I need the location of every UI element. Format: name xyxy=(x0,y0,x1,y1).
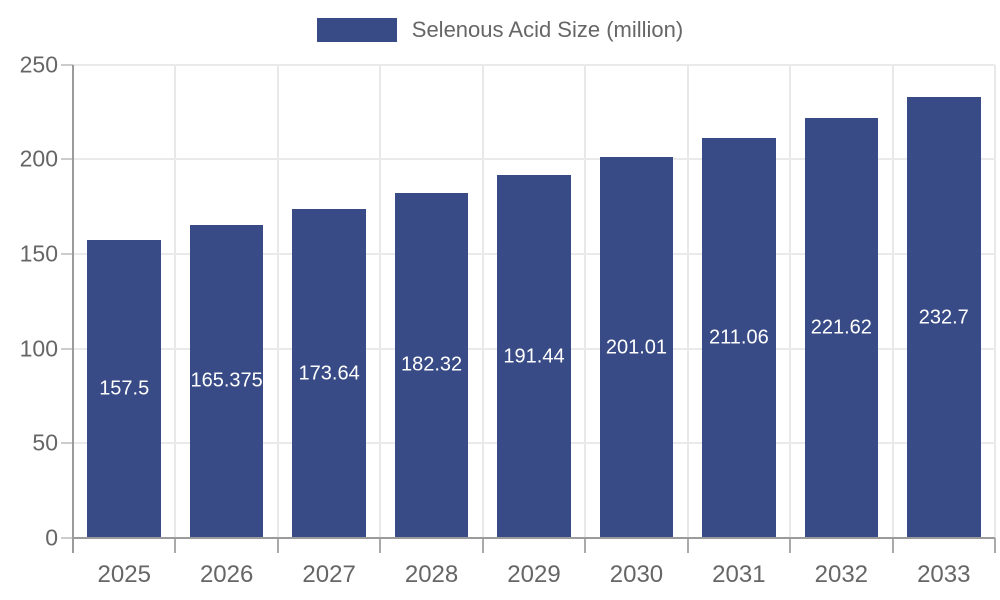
x-axis-tick xyxy=(481,538,484,553)
bar-value-label: 201.01 xyxy=(605,336,668,359)
x-axis-tick xyxy=(584,538,587,553)
bar-value-label: 182.32 xyxy=(400,353,463,376)
gridline-vertical xyxy=(379,64,382,538)
y-axis-label: 250 xyxy=(19,51,58,77)
legend-item[interactable]: Selenous Acid Size (million) xyxy=(0,17,1000,43)
y-axis-label: 200 xyxy=(19,145,58,172)
y-axis-tick xyxy=(61,158,73,161)
y-axis-label: 0 xyxy=(45,524,58,551)
gridline-vertical xyxy=(174,64,177,538)
bar[interactable] xyxy=(907,97,981,538)
bar-value-label: 232.7 xyxy=(918,306,969,329)
x-axis-tick xyxy=(891,538,894,553)
bar-value-label: 165.375 xyxy=(190,369,263,392)
x-axis-line xyxy=(73,537,995,539)
y-axis-tick xyxy=(61,442,73,445)
bar-value-label: 173.64 xyxy=(298,362,360,385)
legend-swatch xyxy=(316,18,397,42)
x-axis-label: 2025 xyxy=(97,561,151,588)
bar[interactable] xyxy=(702,138,776,538)
y-axis-tick xyxy=(61,252,73,255)
bar-value-label: 157.5 xyxy=(99,377,150,400)
bar[interactable] xyxy=(87,239,161,538)
y-axis-label: 150 xyxy=(19,240,58,267)
bar-value-label: 211.06 xyxy=(709,326,769,349)
y-axis-label: 100 xyxy=(19,335,58,362)
bar[interactable] xyxy=(497,175,571,538)
x-axis-tick xyxy=(789,538,792,553)
x-axis-tick xyxy=(276,538,279,553)
x-axis-label: 2030 xyxy=(609,561,664,588)
x-axis-tick xyxy=(994,538,996,553)
x-axis-label: 2033 xyxy=(917,561,971,588)
x-axis-label: 2028 xyxy=(404,561,459,588)
bar[interactable] xyxy=(189,224,264,538)
bar-value-label: 191.44 xyxy=(503,345,565,368)
gridline-vertical xyxy=(481,64,484,538)
gridline-horizontal xyxy=(73,158,995,161)
x-axis-label: 2031 xyxy=(712,561,766,588)
y-axis-label: 50 xyxy=(32,429,58,456)
x-axis-label: 2032 xyxy=(814,561,869,588)
bar[interactable] xyxy=(292,209,366,538)
x-axis-tick xyxy=(686,538,689,553)
bar[interactable] xyxy=(804,118,879,538)
gridline-vertical xyxy=(584,64,587,538)
gridline-vertical xyxy=(994,64,996,538)
y-axis-line xyxy=(72,64,74,553)
bar[interactable] xyxy=(394,192,469,538)
x-axis-label: 2027 xyxy=(302,561,356,588)
y-axis-tick xyxy=(61,537,73,539)
x-axis-label: 2026 xyxy=(199,561,254,588)
gridline-horizontal xyxy=(73,63,995,66)
gridline-vertical xyxy=(276,64,279,538)
gridline-vertical xyxy=(686,64,689,538)
x-axis-tick xyxy=(379,538,382,553)
x-axis-label: 2029 xyxy=(507,561,561,588)
bar-value-label: 221.62 xyxy=(810,316,872,339)
gridline-vertical xyxy=(789,64,792,538)
legend-label: Selenous Acid Size (million) xyxy=(411,17,684,42)
gridline-vertical xyxy=(891,64,894,538)
y-axis-tick xyxy=(61,347,73,350)
y-axis-tick xyxy=(61,63,73,66)
bar[interactable] xyxy=(599,157,674,538)
x-axis-tick xyxy=(174,538,177,553)
